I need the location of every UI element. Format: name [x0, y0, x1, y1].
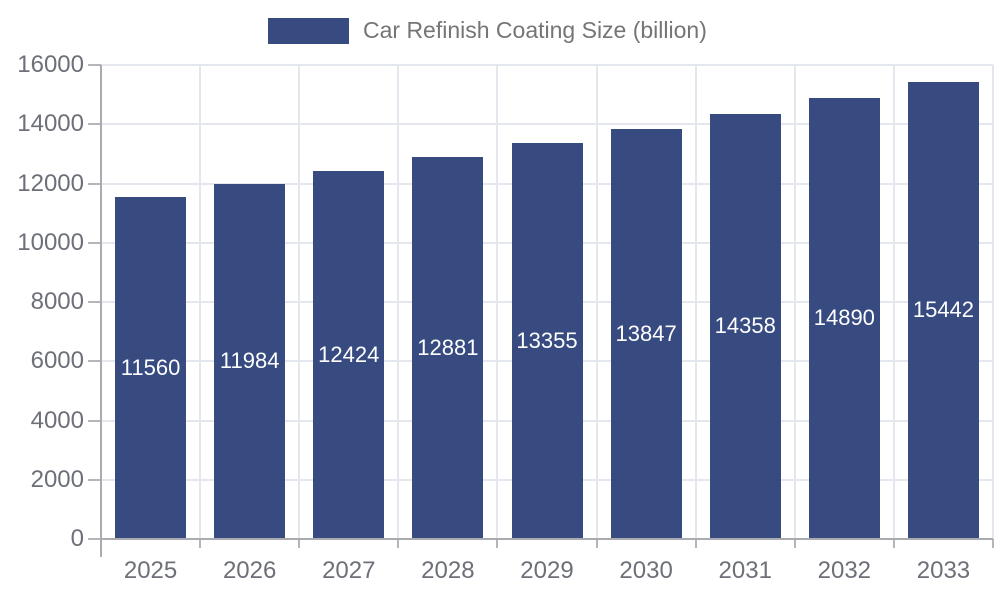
x-axis-line — [101, 538, 993, 540]
bar[interactable] — [610, 128, 682, 539]
x-axis-tick-label: 2031 — [718, 557, 772, 584]
x-axis-tick — [793, 539, 796, 548]
x-axis-tick-label: 2032 — [817, 557, 872, 584]
y-axis-tick — [88, 301, 101, 303]
y-axis-tick — [88, 64, 101, 66]
y-axis-tick — [88, 478, 101, 481]
y-axis-tick — [88, 241, 101, 244]
x-axis-tick-label: 2028 — [421, 557, 475, 584]
y-axis-tick-label: 4000 — [30, 406, 84, 434]
y-axis-tick-label: 12000 — [17, 169, 84, 197]
bar[interactable] — [214, 183, 286, 539]
bar-value-label: 11560 — [120, 354, 181, 380]
x-axis-tick-label: 2033 — [916, 557, 971, 584]
legend-swatch — [268, 17, 349, 44]
x-axis-tick-label: 2027 — [322, 557, 376, 584]
bar[interactable] — [412, 157, 484, 539]
y-axis-tick-label: 8000 — [30, 288, 84, 315]
x-axis-tick-label: 2030 — [619, 557, 673, 584]
bar-value-label: 13847 — [615, 320, 677, 346]
x-axis-tick-label: 2029 — [520, 557, 574, 584]
bar[interactable] — [313, 170, 385, 539]
bar-value-label: 15442 — [912, 297, 975, 323]
y-axis-tick — [88, 123, 101, 126]
bar[interactable] — [709, 113, 781, 539]
y-axis-tick-label: 14000 — [17, 110, 84, 138]
bar[interactable] — [115, 196, 187, 539]
x-axis-tick — [694, 539, 697, 548]
y-axis-tick-label: 16000 — [17, 51, 84, 78]
y-axis-tick — [88, 419, 101, 422]
x-axis-tick-label: 2025 — [123, 557, 178, 584]
x-axis-tick — [199, 539, 202, 548]
x-axis-tick — [595, 539, 598, 548]
bar[interactable] — [907, 81, 979, 539]
legend-label: Car Refinish Coating Size (billion) — [363, 17, 707, 43]
horizontal-gridline — [101, 64, 993, 66]
legend[interactable]: Car Refinish Coating Size (billion) — [268, 17, 707, 44]
y-axis-tick-label: 0 — [70, 525, 84, 552]
bar[interactable] — [511, 143, 583, 539]
y-axis-tick — [88, 360, 101, 363]
bar-value-label: 14890 — [813, 305, 875, 331]
y-axis-tick — [88, 538, 101, 540]
bar-value-label: 14358 — [714, 313, 776, 339]
y-axis-line — [100, 65, 102, 557]
x-axis-tick — [298, 539, 301, 548]
x-axis-tick — [892, 539, 895, 548]
vertical-gridline — [992, 65, 994, 539]
bar-value-label: 11984 — [219, 348, 280, 374]
bar-value-label: 12881 — [417, 335, 479, 361]
y-axis-tick — [88, 182, 101, 185]
horizontal-gridline — [101, 123, 993, 126]
y-axis-tick-label: 2000 — [30, 465, 84, 493]
y-axis-tick-label: 6000 — [30, 347, 84, 375]
x-axis-tick-label: 2026 — [222, 557, 277, 584]
x-axis-tick — [397, 539, 400, 548]
bar[interactable] — [808, 97, 880, 539]
bar-value-label: 13355 — [516, 328, 578, 354]
y-axis-tick-label: 10000 — [17, 228, 84, 256]
x-axis-tick — [992, 539, 994, 548]
x-axis-tick — [496, 539, 499, 548]
bar-value-label: 12424 — [318, 341, 380, 367]
